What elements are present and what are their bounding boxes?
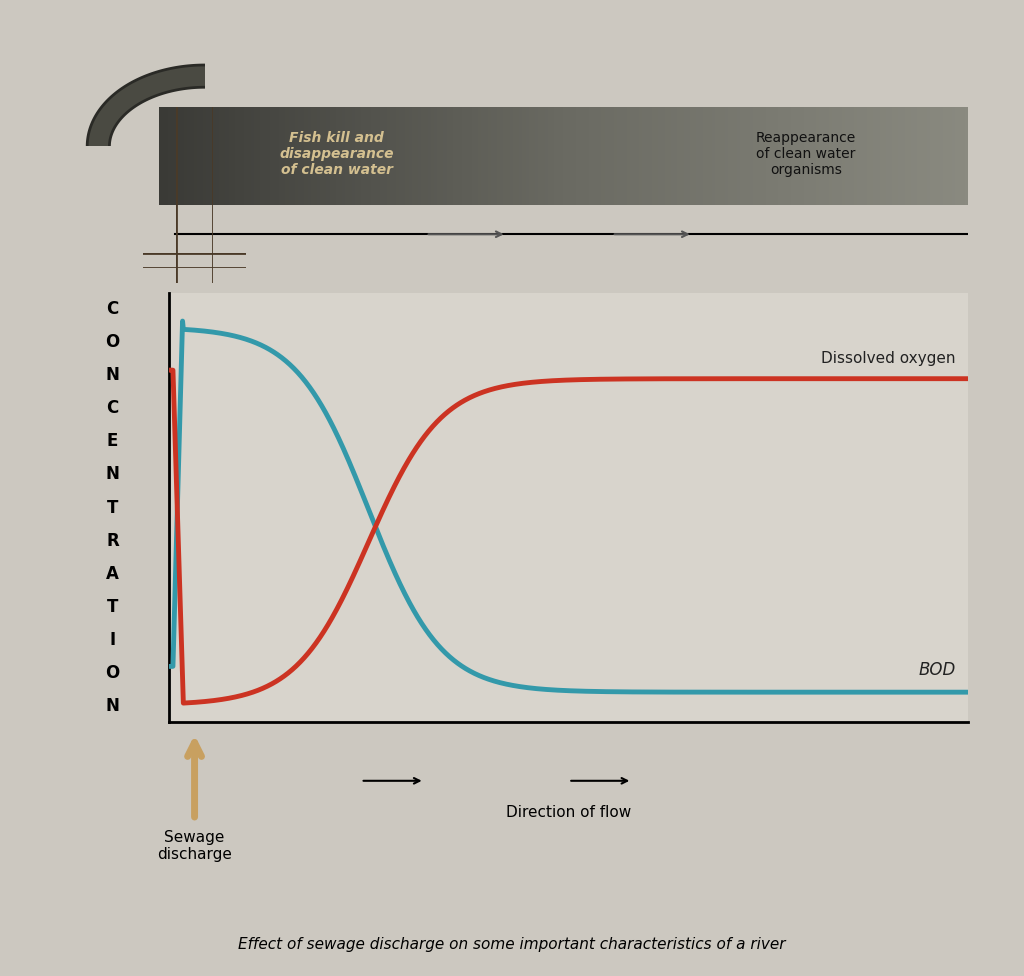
Text: T: T <box>106 597 119 616</box>
Text: A: A <box>106 564 119 583</box>
Text: R: R <box>106 532 119 549</box>
Text: N: N <box>105 466 120 483</box>
Text: I: I <box>110 630 116 649</box>
Text: Dissolved oxygen: Dissolved oxygen <box>821 350 955 366</box>
Text: N: N <box>105 366 120 385</box>
Text: O: O <box>105 334 120 351</box>
Text: BOD: BOD <box>919 662 955 679</box>
Text: Direction of flow: Direction of flow <box>506 805 631 820</box>
Text: Effect of sewage discharge on some important characteristics of a river: Effect of sewage discharge on some impor… <box>239 937 785 952</box>
Text: T: T <box>106 499 119 516</box>
Text: Fish kill and
disappearance
of clean water: Fish kill and disappearance of clean wat… <box>280 131 394 178</box>
Text: E: E <box>106 432 119 451</box>
Text: N: N <box>105 697 120 714</box>
Text: C: C <box>106 301 119 318</box>
Text: Sewage
discharge: Sewage discharge <box>157 830 232 862</box>
Text: O: O <box>105 664 120 681</box>
Text: Reappearance
of clean water
organisms: Reappearance of clean water organisms <box>756 131 856 178</box>
Text: C: C <box>106 399 119 418</box>
